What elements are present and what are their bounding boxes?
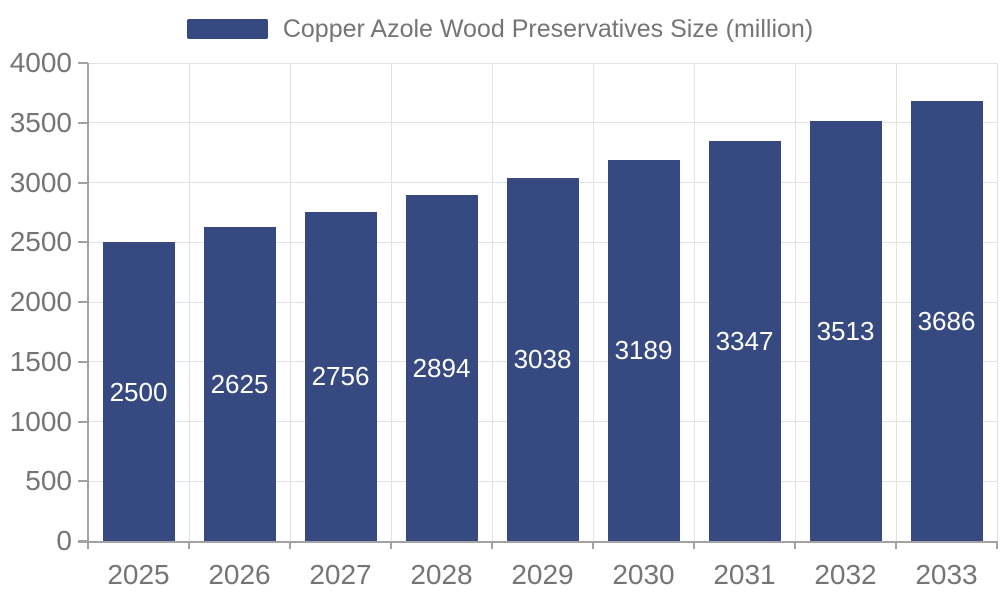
x-axis-tick-mark	[289, 541, 291, 549]
y-axis-tick-mark	[78, 420, 88, 423]
y-axis-tick-label: 1500	[9, 345, 72, 377]
x-axis-tick-label: 2031	[713, 559, 776, 590]
gridline-vertical	[592, 63, 594, 541]
x-axis-tick-mark	[794, 541, 796, 549]
y-axis-tick-label: 0	[56, 525, 72, 556]
legend-swatch-icon	[186, 19, 268, 39]
x-axis-tick-label: 2026	[208, 559, 271, 590]
gridline-vertical	[491, 63, 493, 541]
x-axis-tick-mark	[188, 541, 190, 549]
y-axis-tick-mark	[78, 480, 88, 483]
y-axis-tick-label: 3000	[9, 166, 72, 198]
gridline-vertical	[794, 63, 796, 541]
legend-label: Copper Azole Wood Preservatives Size (mi…	[282, 14, 814, 43]
chart-legend[interactable]: Copper Azole Wood Preservatives Size (mi…	[0, 14, 1000, 44]
gridline-vertical	[289, 63, 291, 541]
y-axis-tick-mark	[78, 121, 88, 124]
y-axis-line	[87, 63, 89, 541]
x-axis-tick-mark	[390, 541, 392, 549]
gridline-vertical	[693, 63, 695, 541]
bar[interactable]: 3038	[506, 177, 579, 541]
x-axis-tick-mark	[693, 541, 695, 549]
bar[interactable]: 2894	[405, 195, 478, 541]
x-axis-tick-label: 2025	[107, 559, 170, 590]
bar-value-label: 3513	[816, 316, 875, 347]
bar-value-label: 2500	[109, 376, 168, 407]
y-axis-tick-mark	[78, 62, 88, 64]
bar-value-label: 2894	[412, 353, 471, 384]
bar[interactable]: 3686	[910, 100, 983, 541]
y-axis-tick-label: 2000	[9, 286, 72, 317]
bar[interactable]: 3513	[809, 121, 882, 541]
y-axis-tick-label: 1000	[9, 405, 72, 437]
x-axis-tick-mark	[996, 541, 998, 549]
bar[interactable]: 2500	[102, 242, 175, 541]
bar-value-label: 3686	[917, 305, 976, 336]
bar[interactable]: 2625	[203, 227, 276, 541]
gridline-horizontal	[88, 62, 997, 64]
y-axis-tick-mark	[78, 360, 88, 363]
gridline-vertical	[895, 63, 897, 541]
bar-value-label: 3347	[715, 326, 774, 356]
y-axis-tick-mark	[78, 181, 88, 184]
bar-value-label: 3038	[513, 344, 572, 375]
bar-value-label: 3189	[614, 335, 673, 366]
y-axis-tick-label: 500	[25, 465, 72, 497]
x-axis-tick-label: 2028	[410, 559, 473, 590]
bar[interactable]: 3189	[607, 159, 680, 541]
bar[interactable]: 3347	[708, 141, 781, 541]
x-axis-tick-label: 2032	[814, 559, 877, 590]
gridline-vertical	[390, 63, 392, 541]
y-axis-tick-label: 3500	[9, 106, 72, 138]
x-axis-tick-mark	[491, 541, 493, 549]
y-axis-tick-mark	[78, 241, 88, 244]
gridline-vertical	[996, 63, 998, 541]
bar-value-label: 2756	[311, 361, 370, 392]
x-axis-tick-label: 2033	[915, 559, 978, 590]
x-axis-tick-mark	[87, 541, 89, 549]
x-axis-tick-label: 2030	[612, 559, 675, 590]
x-axis-tick-label: 2029	[511, 559, 574, 590]
x-axis-tick-mark	[592, 541, 594, 549]
x-axis-tick-label: 2027	[309, 559, 372, 590]
y-axis-tick-label: 2500	[9, 226, 72, 258]
gridline-horizontal	[88, 122, 997, 124]
gridline-vertical	[188, 63, 190, 541]
y-axis-tick-label: 4000	[9, 47, 72, 78]
x-axis-tick-mark	[895, 541, 897, 549]
x-axis-line	[78, 541, 998, 543]
bar[interactable]: 2756	[304, 211, 377, 541]
bar-value-label: 2625	[210, 369, 269, 400]
y-axis-tick-mark	[78, 301, 88, 303]
